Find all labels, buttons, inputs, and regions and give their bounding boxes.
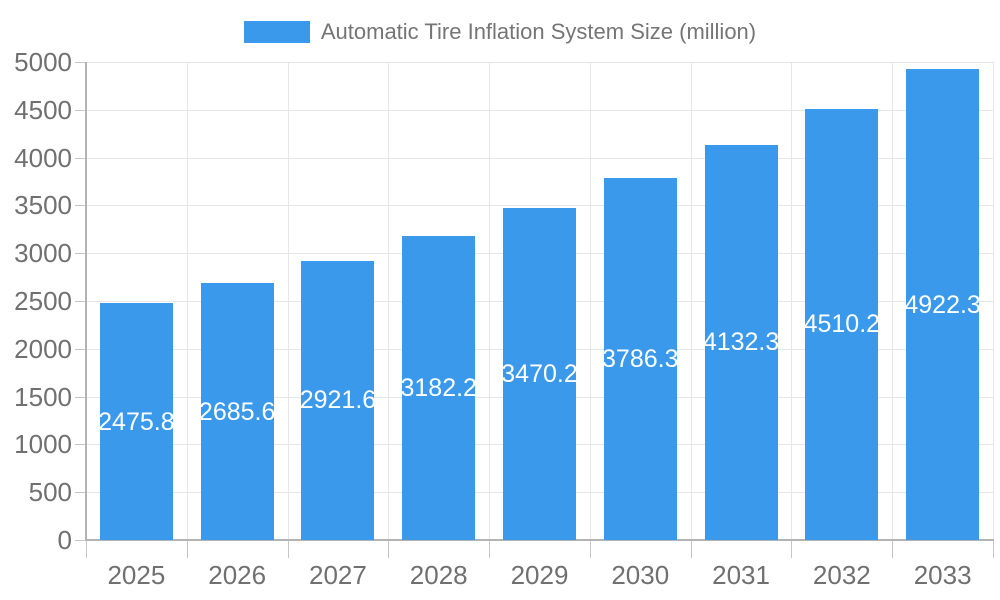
x-axis-line [85, 539, 994, 541]
y-tick-label: 3000 [14, 238, 72, 269]
y-tick-label: 3500 [14, 190, 72, 221]
bar[interactable] [906, 69, 980, 540]
bar[interactable] [603, 178, 677, 540]
y-tick-label: 1500 [14, 381, 72, 412]
y-tick-label: 500 [28, 477, 72, 508]
x-tick-label: 2031 [712, 560, 770, 590]
gridline-vertical [287, 62, 289, 540]
x-tick-label: 2027 [309, 560, 367, 590]
x-axis-tick [791, 540, 793, 558]
gridline-vertical [892, 62, 894, 540]
gridline-horizontal [86, 62, 993, 63]
x-tick-label: 2026 [208, 560, 267, 590]
y-axis-tick [75, 444, 86, 446]
bar[interactable] [402, 235, 476, 540]
y-axis-tick [75, 205, 86, 207]
gridline-vertical [993, 62, 994, 540]
y-tick-label: 0 [57, 525, 72, 555]
x-axis-tick [388, 540, 390, 558]
y-tick-label: 2000 [14, 333, 72, 364]
x-tick-label: 2032 [812, 560, 871, 590]
gridline-vertical [388, 62, 390, 540]
gridline-horizontal [86, 205, 993, 207]
gridline-vertical [690, 62, 692, 540]
bar[interactable] [704, 144, 778, 540]
legend[interactable]: Automatic Tire Inflation System Size (mi… [0, 20, 1000, 44]
bar[interactable] [805, 108, 879, 540]
x-axis-tick [690, 540, 692, 558]
x-axis-tick [489, 540, 491, 558]
y-axis-tick [75, 540, 86, 541]
x-axis-tick [287, 540, 289, 558]
y-tick-label: 4000 [14, 142, 72, 173]
gridline-horizontal [86, 109, 993, 111]
legend-swatch-icon [243, 21, 310, 43]
x-tick-label: 2029 [510, 560, 569, 590]
legend-label: Automatic Tire Inflation System Size (mi… [320, 19, 757, 44]
y-tick-label: 2500 [14, 286, 72, 316]
y-tick-label: 4500 [14, 94, 72, 125]
y-axis-tick [75, 109, 86, 111]
bar[interactable] [301, 260, 375, 540]
x-axis-tick [892, 540, 894, 558]
y-tick-label: 5000 [14, 47, 72, 77]
x-tick-label: 2025 [107, 560, 166, 590]
gridline-horizontal [86, 157, 993, 159]
y-axis-tick [75, 157, 86, 159]
y-tick-label: 1000 [14, 429, 72, 460]
x-axis-tick [589, 540, 591, 558]
y-axis-tick [75, 253, 86, 255]
bar[interactable] [200, 283, 274, 540]
gridline-vertical [589, 62, 591, 540]
x-axis-tick [86, 540, 87, 558]
y-axis-line [85, 62, 87, 541]
gridline-vertical [489, 62, 491, 540]
x-axis-tick [993, 540, 994, 558]
x-tick-label: 2033 [913, 560, 972, 590]
x-tick-label: 2030 [611, 560, 670, 590]
y-axis-tick [75, 492, 86, 494]
bar[interactable] [502, 208, 577, 540]
gridline-vertical [791, 62, 793, 540]
y-axis-tick [75, 396, 86, 398]
gridline-vertical [186, 62, 188, 540]
x-axis-tick [186, 540, 188, 558]
y-axis-tick [75, 301, 86, 302]
bar[interactable] [99, 303, 173, 540]
x-tick-label: 2028 [409, 560, 468, 590]
y-axis-tick [75, 62, 86, 63]
y-axis-tick [75, 348, 86, 350]
